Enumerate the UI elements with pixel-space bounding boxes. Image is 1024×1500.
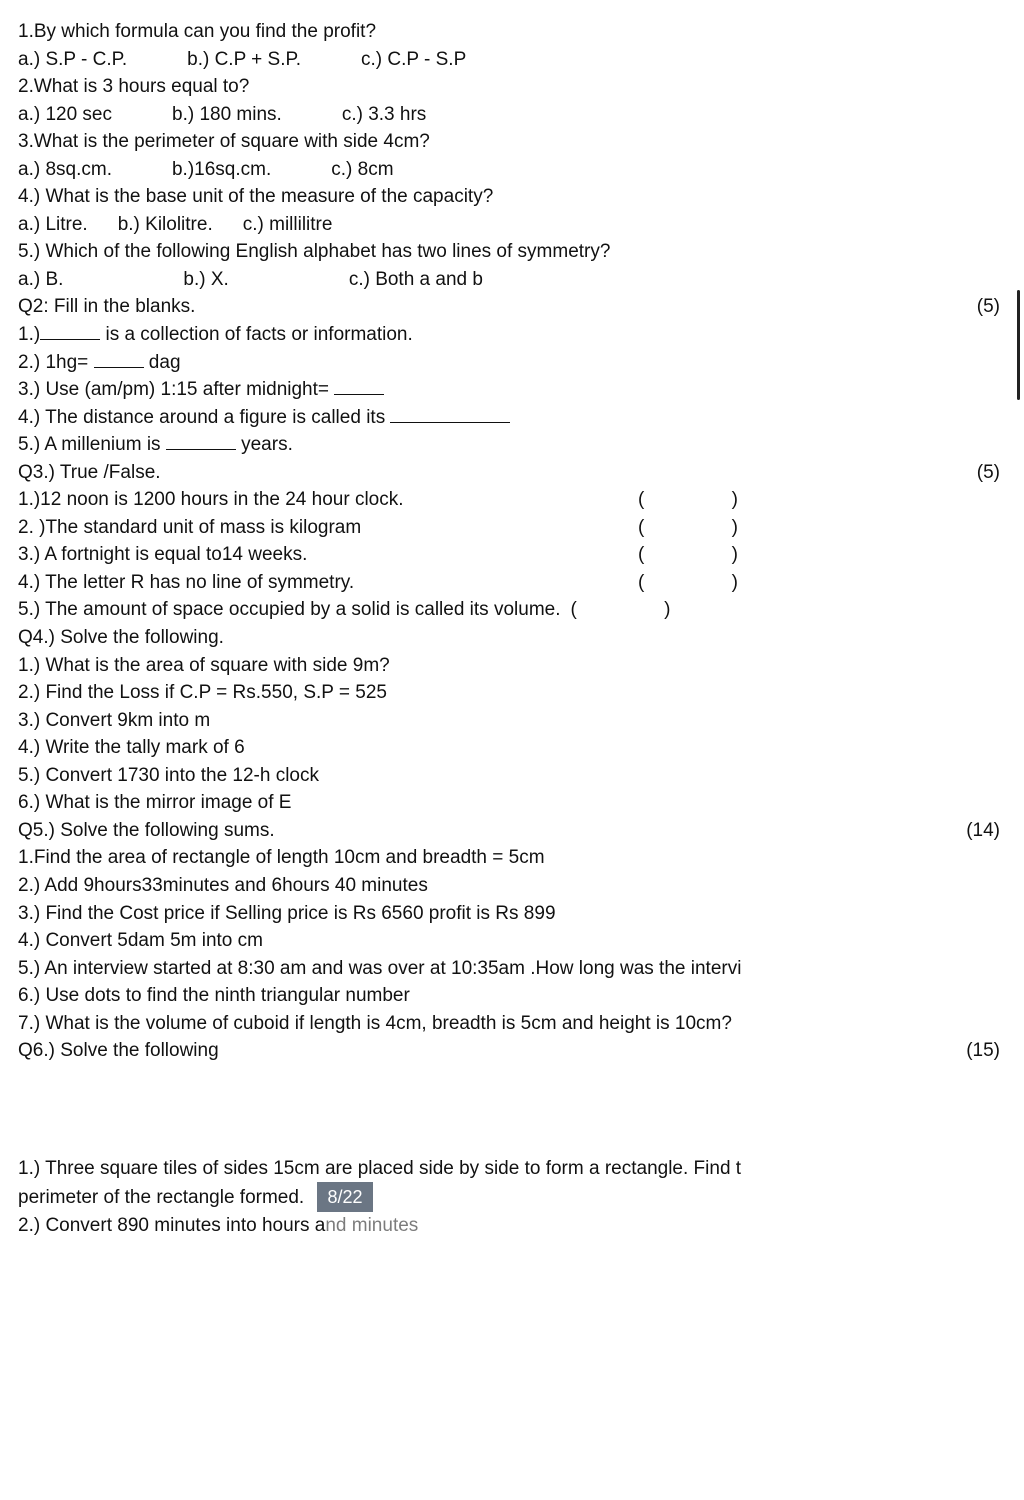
q1-section: 1.By which formula can you find the prof… [18,18,1000,293]
q4-item-5: 5.) Convert 1730 into the 12-h clock [18,762,1000,790]
q2-header: Q2: Fill in the blanks. (5) [18,293,1000,321]
q1-4-opt-b: b.) Kilolitre. [118,211,213,239]
q5-item-4: 4.) Convert 5dam 5m into cm [18,927,1000,955]
q1-1-question: 1.By which formula can you find the prof… [18,18,1000,46]
paren-close: ) [664,596,670,624]
q1-1-opt-b: b.) C.P + S.P. [187,46,301,74]
q4-item-4: 4.) Write the tally mark of 6 [18,734,1000,762]
q1-item-5: 5.) Which of the following English alpha… [18,238,1000,293]
q2-2-pre: 2.) 1hg= [18,352,94,373]
q1-item-1: 1.By which formula can you find the prof… [18,18,1000,73]
blank [94,367,144,368]
blank [40,339,100,340]
q2-2-post: dag [144,352,181,373]
q1-item-4: 4.) What is the base unit of the measure… [18,183,1000,238]
q1-3-opt-a: a.) 8sq.cm. [18,156,112,184]
q1-2-question: 2.What is 3 hours equal to? [18,73,1000,101]
paren-close: ) [732,569,738,597]
q2-title: Q2: Fill in the blanks. [18,293,195,321]
q5-item-3: 3.) Find the Cost price if Selling price… [18,900,1000,928]
q1-2-opt-a: a.) 120 sec [18,101,112,129]
q6-2-post: nd minutes [325,1215,418,1236]
q4-item-2: 2.) Find the Loss if C.P = Rs.550, S.P =… [18,679,1000,707]
q5-marks: (14) [966,817,1000,845]
q6-1b-pre: perimeter of the rectangle formed. [18,1187,304,1208]
q1-4-opt-a: a.) Litre. [18,211,88,239]
paren-close: ) [732,486,738,514]
q1-2-opt-c: c.) 3.3 hrs [342,101,426,129]
q3-row-1: 1.)12 noon is 1200 hours in the 24 hour … [18,486,1000,514]
q1-3-opt-c: c.) 8cm [331,156,393,184]
paren-open: ( [638,514,644,542]
q6-item-2: 2.) Convert 890 minutes into hours and m… [18,1212,1000,1240]
q1-5-opt-c: c.) Both a and b [349,266,483,294]
q4-title: Q4.) Solve the following. [18,624,1000,652]
paren-open: ( [571,596,577,624]
q3-title: Q3.) True /False. [18,459,161,487]
q3-header: Q3.) True /False. (5) [18,459,1000,487]
q6-title: Q6.) Solve the following [18,1037,219,1065]
paren-open: ( [638,486,644,514]
q2-item-4: 4.) The distance around a figure is call… [18,404,1000,432]
paren-open: ( [638,569,644,597]
q1-1-opt-a: a.) S.P - C.P. [18,46,127,74]
q2-3-pre: 3.) Use (am/pm) 1:15 after midnight= [18,379,334,400]
q5-item-6: 6.) Use dots to find the ninth triangula… [18,982,1000,1010]
q2-marks: (5) [977,293,1000,321]
page-badge: 8/22 [317,1182,372,1212]
q2-1-pre: 1.) [18,324,40,345]
q5-item-2: 2.) Add 9hours33minutes and 6hours 40 mi… [18,872,1000,900]
blank [166,449,236,450]
q2-5-pre: 5.) A millenium is [18,434,166,455]
paren-open: ( [638,541,644,569]
q2-1-post: is a collection of facts or information. [100,324,413,345]
blank [334,394,384,395]
paren-close: ) [732,541,738,569]
q1-3-opt-b: b.)16sq.cm. [172,156,271,184]
paren-close: ) [732,514,738,542]
q3-3-text: 3.) A fortnight is equal to14 weeks. [18,541,638,569]
q5-item-7: 7.) What is the volume of cuboid if leng… [18,1010,1000,1038]
q1-5-opt-b: b.) X. [183,266,228,294]
q3-5-text: 5.) The amount of space occupied by a so… [18,596,561,624]
q3-row-4: 4.) The letter R has no line of symmetry… [18,569,1000,597]
q2-5-post: years. [236,434,293,455]
q3-1-text: 1.)12 noon is 1200 hours in the 24 hour … [18,486,638,514]
q1-item-3: 3.What is the perimeter of square with s… [18,128,1000,183]
q3-2-text: 2. )The standard unit of mass is kilogra… [18,514,638,542]
q5-title: Q5.) Solve the following sums. [18,817,275,845]
q2-item-2: 2.) 1hg= dag [18,349,1000,377]
q3-marks: (5) [977,459,1000,487]
q1-4-opt-c: c.) millilitre [243,211,333,239]
q2-item-3: 3.) Use (am/pm) 1:15 after midnight= [18,376,1000,404]
q6-marks: (15) [966,1037,1000,1065]
q2-4-pre: 4.) The distance around a figure is call… [18,407,390,428]
blank [390,422,510,423]
q1-1-opt-c: c.) C.P - S.P [361,46,466,74]
q6-2-pre: 2.) Convert 890 minutes into hours a [18,1215,325,1236]
q5-item-5: 5.) An interview started at 8:30 am and … [18,955,1000,983]
q3-row-3: 3.) A fortnight is equal to14 weeks. () [18,541,1000,569]
q1-4-question: 4.) What is the base unit of the measure… [18,183,1000,211]
q6-item-1b: perimeter of the rectangle formed. 8/22 [18,1182,1000,1212]
q3-row-2: 2. )The standard unit of mass is kilogra… [18,514,1000,542]
q1-3-question: 3.What is the perimeter of square with s… [18,128,1000,156]
q3-row-5: 5.) The amount of space occupied by a so… [18,596,1000,624]
q5-item-1: 1.Find the area of rectangle of length 1… [18,844,1000,872]
q2-item-5: 5.) A millenium is years. [18,431,1000,459]
q1-5-question: 5.) Which of the following English alpha… [18,238,1000,266]
q6-header: Q6.) Solve the following (15) [18,1037,1000,1065]
q1-2-opt-b: b.) 180 mins. [172,101,282,129]
q5-header: Q5.) Solve the following sums. (14) [18,817,1000,845]
q1-item-2: 2.What is 3 hours equal to? a.) 120 sec … [18,73,1000,128]
q3-4-text: 4.) The letter R has no line of symmetry… [18,569,638,597]
q2-item-1: 1.) is a collection of facts or informat… [18,321,1000,349]
q6-item-1: 1.) Three square tiles of sides 15cm are… [18,1155,1000,1183]
q4-item-1: 1.) What is the area of square with side… [18,652,1000,680]
q1-5-opt-a: a.) B. [18,266,63,294]
q4-item-6: 6.) What is the mirror image of E [18,789,1000,817]
q4-item-3: 3.) Convert 9km into m [18,707,1000,735]
